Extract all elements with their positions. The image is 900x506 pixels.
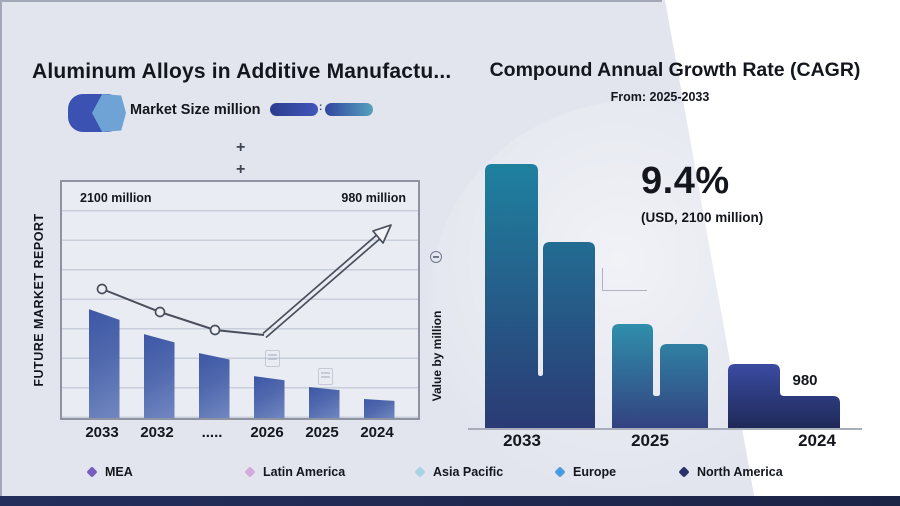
legend-label: Asia Pacific	[433, 465, 504, 479]
panel-top-border	[0, 0, 662, 2]
market-size-bar-2032	[143, 334, 175, 418]
value-axis-label: Value by million	[430, 310, 444, 402]
legend-marker-icon	[678, 466, 690, 478]
legend-marker-icon	[86, 466, 98, 478]
market-size-bar-.....	[198, 353, 230, 418]
left-x-label-2032: 2032	[140, 424, 174, 441]
cylinder-icon-face	[92, 94, 126, 132]
market-size-bar-2024	[363, 399, 395, 418]
right-x-label-2024: 2024	[798, 431, 836, 450]
panel-left-border	[0, 0, 2, 497]
legend-item-mea: MEA	[86, 465, 133, 479]
cagr-axis-baseline	[468, 428, 862, 430]
cagr-subtitle: From: 2025-2033	[610, 90, 710, 104]
chart-annotation-2100: 2100 million	[80, 191, 152, 205]
market-size-chart: 2100 million 980 million	[60, 180, 420, 420]
market-size-bar-2026	[253, 376, 285, 418]
legend-label: North America	[697, 465, 783, 479]
cylinder-icon	[68, 94, 126, 132]
left-x-label-2025: 2025	[305, 424, 339, 441]
legend-item-latin-america: Latin America	[244, 465, 346, 479]
market-size-bar-2025	[308, 387, 340, 418]
bottom-accent-bar	[0, 496, 900, 506]
bars-layer	[62, 182, 418, 418]
legend-pill-dark	[270, 103, 318, 116]
legend-item-north-america: North America	[678, 465, 783, 479]
cagr-bar-group-2033	[485, 164, 595, 429]
cagr-bar-group-2024	[728, 364, 840, 429]
plus-mark-icon: +	[236, 139, 246, 156]
cagr-bar-group-2025	[612, 324, 708, 429]
market-size-legend-label: Market Size million	[130, 102, 261, 118]
future-market-report-watermark: FUTURE MARKET REPORT	[32, 213, 46, 387]
chart-annotation-980: 980 million	[341, 191, 406, 205]
minus-circle-icon	[430, 251, 442, 263]
right-x-label-2033: 2033	[503, 431, 541, 450]
legend-pill-teal	[325, 103, 373, 116]
bar-value-callout: 980	[792, 372, 818, 389]
legend-marker-icon	[414, 466, 426, 478]
legend-label: Europe	[573, 465, 617, 479]
left-x-label-2024: 2024	[360, 424, 394, 441]
corner-bracket-decoration	[602, 268, 647, 291]
left-x-label-2026: 2026	[250, 424, 284, 441]
market-size-bar-2033	[88, 309, 120, 418]
legend-pill-separator: :	[319, 102, 323, 113]
cagr-usd-note: (USD, 2100 million)	[641, 210, 764, 225]
cagr-title: Compound Annual Growth Rate (CAGR)	[489, 59, 861, 81]
left-x-label-2033: 2033	[85, 424, 119, 441]
legend-marker-icon	[244, 466, 256, 478]
right-x-label-2025: 2025	[631, 431, 669, 450]
legend-marker-icon	[554, 466, 566, 478]
legend-item-asia-pacific: Asia Pacific	[414, 465, 504, 479]
legend-label: Latin America	[263, 465, 346, 479]
legend-label: MEA	[105, 465, 133, 479]
legend-item-europe: Europe	[554, 465, 617, 479]
watermark-doc-icon	[265, 350, 280, 367]
cagr-value: 9.4%	[641, 160, 730, 202]
plus-mark-icon: +	[236, 161, 246, 178]
watermark-doc-icon	[318, 368, 333, 385]
left-x-label-.....: .....	[201, 424, 223, 441]
page-title: Aluminum Alloys in Additive Manufactu...	[32, 60, 452, 83]
